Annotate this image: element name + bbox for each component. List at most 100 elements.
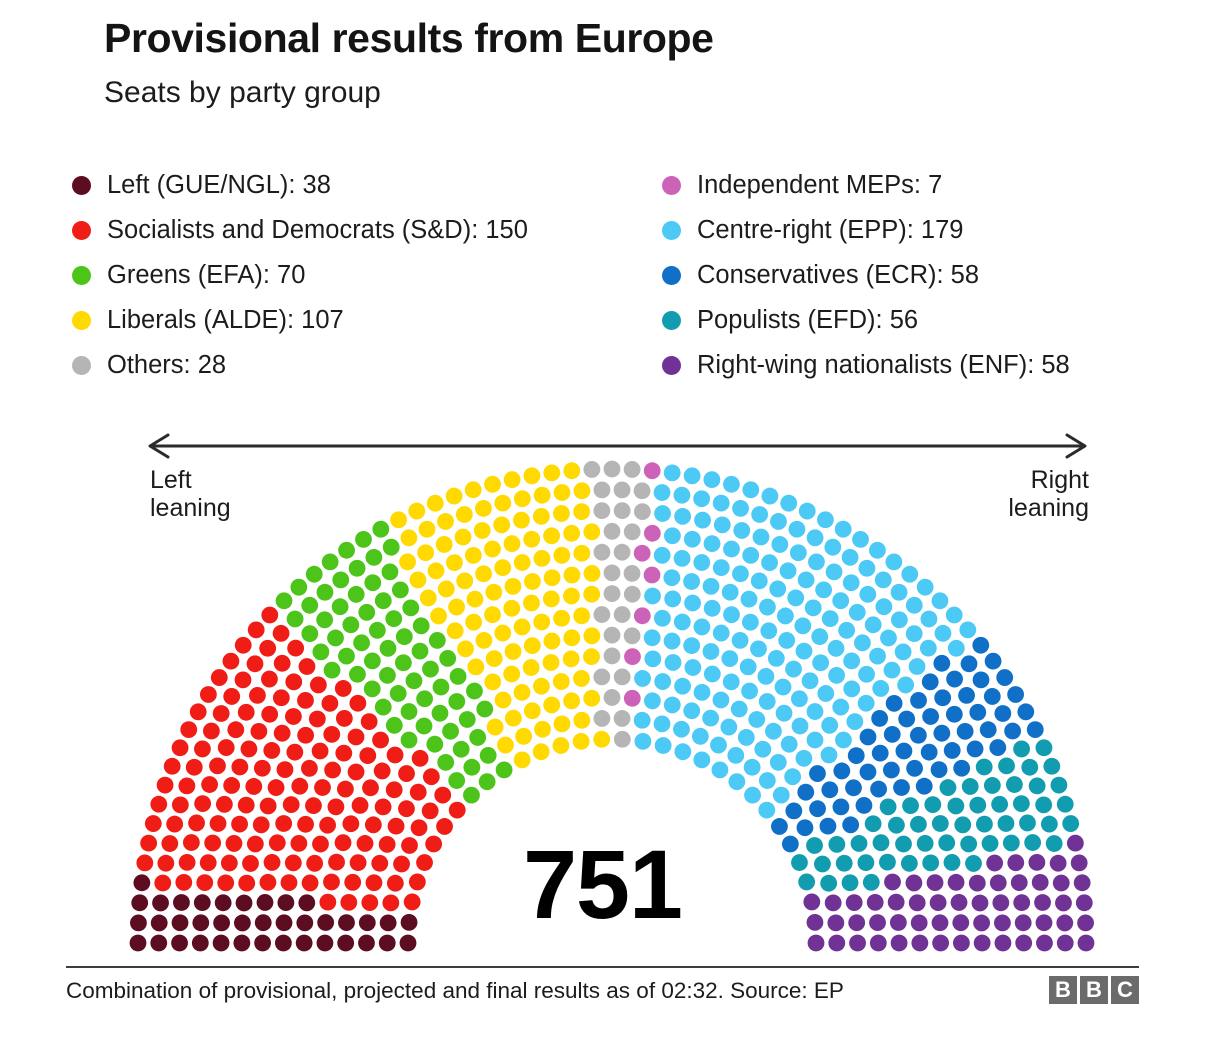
seat-dot bbox=[306, 854, 324, 872]
seat-dot bbox=[515, 727, 533, 745]
seat-dot bbox=[332, 571, 350, 589]
legend-label: Liberals (ALDE): 107 bbox=[107, 305, 344, 334]
seat-dot bbox=[775, 704, 793, 722]
seat-dot bbox=[908, 894, 926, 912]
seat-dot bbox=[1024, 834, 1042, 851]
seat-group bbox=[136, 606, 466, 912]
seat-dot bbox=[869, 934, 887, 952]
seat-dot bbox=[259, 639, 277, 657]
seat-dot bbox=[880, 629, 897, 647]
seat-dot bbox=[791, 854, 808, 871]
seat-dot bbox=[533, 613, 551, 631]
seat-dot bbox=[189, 703, 207, 721]
seat-dot bbox=[286, 743, 304, 761]
seat-dot bbox=[240, 740, 258, 758]
seat-dot bbox=[374, 592, 392, 610]
seat-dot bbox=[553, 546, 571, 564]
seat-dot bbox=[475, 499, 492, 517]
seat-dot bbox=[312, 643, 330, 661]
seat-dot bbox=[905, 874, 923, 892]
seat-dot bbox=[408, 502, 426, 520]
seat-dot bbox=[795, 749, 813, 767]
seat-dot bbox=[653, 484, 671, 501]
legend-item-socialists-democrats: Socialists and Democrats (S&D): 150 bbox=[72, 208, 662, 253]
left-leaning-label-line1: Left bbox=[150, 466, 192, 494]
seat-dot bbox=[623, 523, 641, 541]
seat-dot bbox=[910, 815, 927, 833]
seat-dot bbox=[273, 724, 291, 742]
seat-dot bbox=[497, 736, 514, 754]
seat-dot bbox=[401, 837, 418, 854]
seat-dot bbox=[879, 853, 896, 871]
seat-dot bbox=[1062, 815, 1080, 832]
seat-dot bbox=[130, 914, 147, 932]
seat-dot bbox=[654, 505, 671, 522]
seat-dot bbox=[806, 913, 824, 931]
seat-dot bbox=[765, 722, 782, 740]
seat-dot bbox=[733, 522, 751, 539]
seat-dot bbox=[683, 530, 701, 548]
seat-dot bbox=[902, 797, 919, 815]
seat-dot bbox=[360, 713, 378, 731]
seat-dot bbox=[223, 688, 241, 705]
seat-dot bbox=[740, 590, 758, 608]
seat-dot bbox=[983, 688, 1001, 705]
seat-dot bbox=[231, 758, 249, 776]
seat-dot bbox=[673, 613, 691, 631]
seat-dot bbox=[398, 800, 415, 818]
seat-dot bbox=[943, 742, 961, 759]
seat-dot bbox=[924, 796, 942, 814]
seat-dot bbox=[297, 726, 315, 744]
seat-dot bbox=[129, 934, 147, 952]
seat-dot bbox=[464, 481, 482, 499]
seat-dot bbox=[866, 893, 884, 911]
source-note: Combination of provisional, projected an… bbox=[66, 977, 844, 1003]
seat-dot bbox=[804, 599, 822, 617]
seat-dot bbox=[422, 660, 439, 678]
seat-dot bbox=[972, 636, 990, 654]
seat-dot bbox=[737, 729, 755, 746]
seat-dot bbox=[273, 654, 291, 672]
seat-dot bbox=[809, 765, 826, 782]
seat-dot bbox=[956, 722, 974, 740]
seat-dot bbox=[952, 934, 970, 952]
seat-dot bbox=[583, 564, 601, 582]
seat-dot bbox=[421, 802, 439, 820]
seat-group bbox=[791, 739, 1080, 892]
seat-dot bbox=[532, 743, 550, 761]
legend-label: Populists (EFD): 56 bbox=[697, 305, 919, 334]
seat-dot bbox=[368, 621, 386, 639]
seat-dot bbox=[711, 761, 729, 779]
seat-dot bbox=[523, 702, 541, 720]
seat-dot bbox=[897, 676, 915, 694]
seat-dot bbox=[643, 629, 661, 647]
seat-dot bbox=[513, 618, 531, 636]
seat-dot bbox=[819, 817, 837, 835]
seat-dot bbox=[931, 815, 949, 832]
seat-dot bbox=[784, 768, 802, 786]
right-leaning-label-line2: leaning bbox=[1008, 494, 1089, 522]
seat-dot bbox=[347, 763, 365, 781]
seat-dot bbox=[774, 678, 792, 696]
seat-dot bbox=[969, 796, 987, 814]
seat-dot bbox=[245, 778, 263, 795]
legend-label: Left (GUE/NGL): 38 bbox=[107, 170, 331, 199]
seat-dot bbox=[209, 815, 227, 832]
seat-dot bbox=[1019, 814, 1036, 832]
seat-dot bbox=[563, 566, 581, 584]
seat-dot bbox=[857, 694, 875, 712]
seat-dot bbox=[1007, 686, 1025, 703]
seat-dot bbox=[448, 801, 466, 819]
seat-dot bbox=[194, 740, 211, 758]
seat-dot bbox=[882, 761, 900, 779]
seat-dot bbox=[890, 611, 908, 629]
seat-dot bbox=[572, 732, 590, 750]
seat-dot bbox=[654, 673, 672, 690]
seat-dot bbox=[533, 486, 551, 504]
seat-dot bbox=[156, 776, 174, 794]
seat-dot bbox=[910, 691, 927, 709]
seat-dot bbox=[484, 540, 501, 558]
seat-dot bbox=[573, 482, 591, 500]
seat-dot bbox=[178, 777, 196, 795]
seat-dot bbox=[817, 685, 835, 702]
